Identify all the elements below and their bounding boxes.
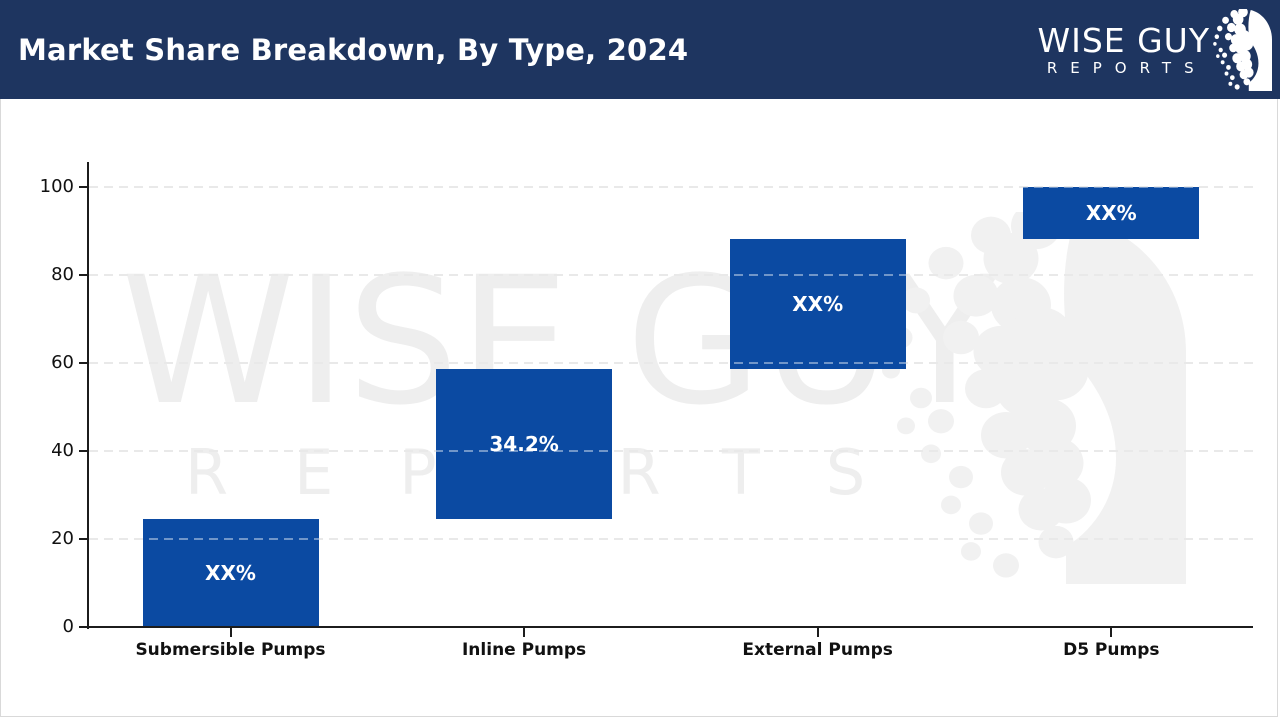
y-tick-mark: [79, 625, 88, 628]
x-tick-mark: [1110, 628, 1113, 637]
bar-value-label: XX%: [205, 560, 256, 585]
bar-submersible-pumps: XX%: [142, 519, 319, 627]
header-bar: Market Share Breakdown, By Type, 2024 WI…: [0, 0, 1280, 99]
logo-wordmark-sub: REPORTS: [1046, 58, 1207, 77]
y-tick-label: 20: [51, 527, 74, 549]
y-tick-label: 40: [51, 439, 74, 461]
x-axis-line: [86, 625, 1253, 628]
x-category-label: Submersible Pumps: [135, 640, 326, 660]
bar-value-label: XX%: [792, 291, 844, 316]
y-tick-mark: [79, 449, 88, 452]
frame-right: [1277, 99, 1278, 717]
bar-external-pumps: XX%: [729, 239, 906, 369]
gridline-highlight: [89, 273, 1253, 276]
y-axis-line: [87, 162, 89, 629]
chart-title: Market Share Breakdown, By Type, 2024: [18, 32, 689, 67]
y-tick-label: 80: [51, 263, 74, 285]
gridline: [89, 273, 1253, 276]
x-category-label: External Pumps: [742, 640, 893, 660]
y-tick-mark: [79, 185, 88, 188]
gridline-highlight: [89, 537, 1253, 540]
frame-bottom: [0, 716, 1278, 717]
logo-wordmark: WISE GUY REPORTS: [1037, 24, 1210, 76]
y-tick-label: 60: [51, 351, 74, 373]
gridline-highlight: [89, 361, 1253, 364]
x-tick-mark: [229, 628, 232, 637]
frame-left: [0, 99, 1, 717]
x-category-label: Inline Pumps: [461, 640, 587, 660]
bar-inline-pumps: 34.2%: [436, 368, 613, 520]
gridline: [89, 537, 1253, 540]
x-tick-mark: [523, 628, 526, 637]
gridline: [89, 449, 1253, 452]
gridline: [89, 185, 1253, 188]
gridline: [89, 361, 1253, 364]
y-tick-mark: [79, 273, 88, 276]
x-category-label: D5 Pumps: [1063, 640, 1160, 660]
logo-wordmark-main: WISE GUY: [1037, 20, 1210, 60]
y-tick-mark: [79, 361, 88, 364]
bar-d5-pumps: XX%: [1023, 186, 1200, 240]
y-tick-label: 0: [62, 615, 74, 637]
y-tick-label: 100: [39, 175, 74, 197]
bar-value-label: XX%: [1085, 200, 1137, 225]
bar-value-label: 34.2%: [489, 431, 559, 456]
y-tick-mark: [79, 537, 88, 540]
x-tick-mark: [816, 628, 819, 637]
wiseguy-logo: WISE GUY REPORTS: [1037, 8, 1272, 91]
gridline-highlight: [89, 449, 1253, 452]
gridline-highlight: [89, 185, 1253, 188]
